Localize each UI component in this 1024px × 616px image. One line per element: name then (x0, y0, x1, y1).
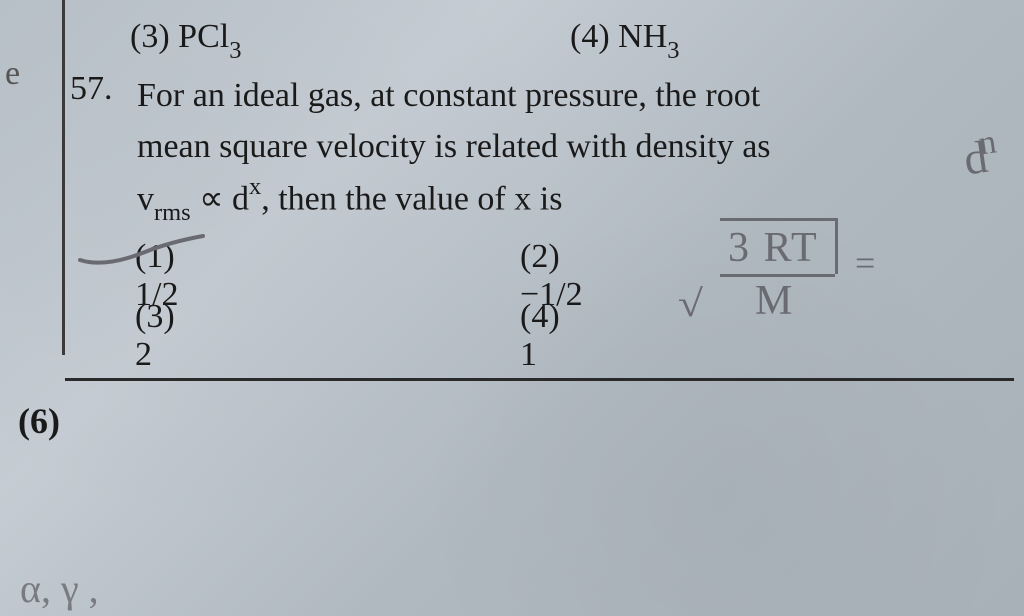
q56-option-4: (4) NH3 (570, 18, 680, 62)
exam-page: e (3) PCl3 (4) NH3 57. For an ideal gas,… (0, 0, 1024, 616)
q57-option-3: (3) 2 (135, 298, 175, 374)
opt-num: (3) (130, 18, 170, 55)
handwriting-underline-swoosh (75, 230, 205, 270)
handwriting-dn: dn (961, 127, 1008, 185)
formula-box-top (720, 218, 835, 221)
horizontal-divider (65, 378, 1014, 381)
q57-line3-sub: rms (154, 199, 191, 226)
formula-box-right (835, 218, 838, 274)
handwriting-bottom: α, γ , (20, 565, 99, 612)
margin-divider (62, 0, 65, 355)
q57-number: 57. (70, 70, 113, 108)
opt-formula-sub: 3 (667, 37, 679, 64)
sqrt-icon: √ (678, 282, 703, 326)
q57-text: For an ideal gas, at constant pressure, … (137, 70, 994, 229)
q57-line1: For an ideal gas, at constant pressure, … (137, 77, 760, 114)
q57-line3-post: , then the value of x is (261, 180, 562, 217)
q57-line3-mid: ∝ d (191, 180, 249, 217)
q56-option-3: (3) PCl3 (130, 18, 241, 62)
formula-denominator: M (755, 277, 792, 325)
opt-formula-base: NH (618, 18, 667, 55)
opt-num: (4) (570, 18, 610, 55)
q57-line3-sup: x (249, 173, 261, 200)
opt-formula-sub: 3 (229, 37, 241, 64)
equals-sign: = (855, 242, 875, 284)
q6-label: (6) (18, 400, 60, 442)
margin-letter: e (5, 55, 20, 93)
q57-option-4: (4) 1 (520, 298, 560, 374)
q57-line3-pre: v (137, 180, 154, 217)
q57-line2: mean square velocity is related with den… (137, 128, 771, 165)
q57-block: 57. For an ideal gas, at constant pressu… (75, 70, 994, 229)
formula-numerator: 3 RT (728, 224, 819, 272)
opt-formula-base: PCl (178, 18, 229, 55)
